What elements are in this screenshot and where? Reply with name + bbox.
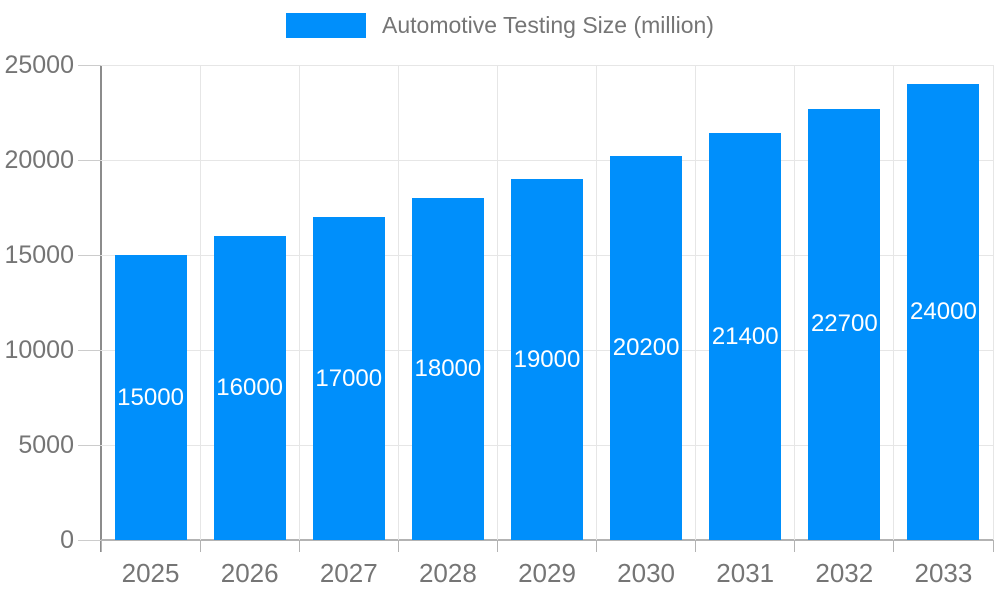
bar[interactable] [312,217,385,540]
y-axis-tick [78,349,101,351]
y-axis-tick-label: 10000 [4,335,74,364]
x-axis-tick [992,540,994,552]
y-axis-line [100,65,102,552]
x-axis-label: 2030 [617,558,676,588]
y-axis-tick [78,254,101,256]
legend: Automotive Testing Size (million) [0,12,1000,39]
x-axis-label: 2026 [220,558,279,588]
legend-label: Automotive Testing Size (million) [382,12,714,38]
y-axis-tick-label: 25000 [4,50,74,79]
gridline-vertical [695,65,697,540]
bar[interactable] [213,236,286,540]
x-axis-label: 2027 [319,558,378,588]
y-axis-tick-label: 20000 [4,145,74,174]
x-axis-tick [596,540,598,552]
gridline-vertical [199,65,201,540]
gridline-vertical [596,65,598,540]
x-axis-label: 2028 [418,558,477,588]
plot-area: 0 5000 10000 15000 20000 25000 15000 2025 16000 2… [4,52,994,588]
y-axis-tick-label: 5000 [18,430,74,459]
x-axis-tick [794,540,796,552]
y-axis-tick-label: 0 [60,525,74,554]
x-axis-label: 2031 [716,558,775,588]
x-axis-tick [893,540,895,552]
x-axis-label: 2025 [121,558,180,588]
x-axis-tick [397,540,399,552]
gridline-vertical [496,65,498,540]
legend-swatch-icon [286,13,367,38]
x-axis-label: 2033 [914,558,973,588]
x-axis-baseline [101,539,993,541]
bar[interactable] [709,133,782,540]
gridline-vertical [893,65,895,540]
y-axis-tick [78,444,101,446]
y-axis-tick [78,159,101,161]
x-axis-tick [100,540,102,552]
y-axis-tick [78,539,101,541]
x-axis-tick [695,540,697,552]
bar[interactable] [610,156,683,540]
gridline-horizontal [101,64,993,66]
bar[interactable] [808,108,881,540]
x-axis-label: 2032 [815,558,874,588]
y-axis-tick [78,64,101,66]
bar[interactable] [907,84,980,540]
gridline-vertical [397,65,399,540]
x-axis-tick [199,540,201,552]
gridline-vertical [298,65,300,540]
bar[interactable] [511,179,583,540]
bar[interactable] [411,198,484,540]
gridline-vertical [992,65,994,540]
x-axis-tick [298,540,300,552]
gridline-vertical [794,65,796,540]
gridline-horizontal [101,159,993,161]
x-axis-label: 2029 [518,558,576,588]
legend-item[interactable]: Automotive Testing Size (million) [286,12,714,39]
x-axis-tick [496,540,498,552]
bar[interactable] [114,255,187,540]
y-axis-tick-label: 15000 [4,240,74,269]
